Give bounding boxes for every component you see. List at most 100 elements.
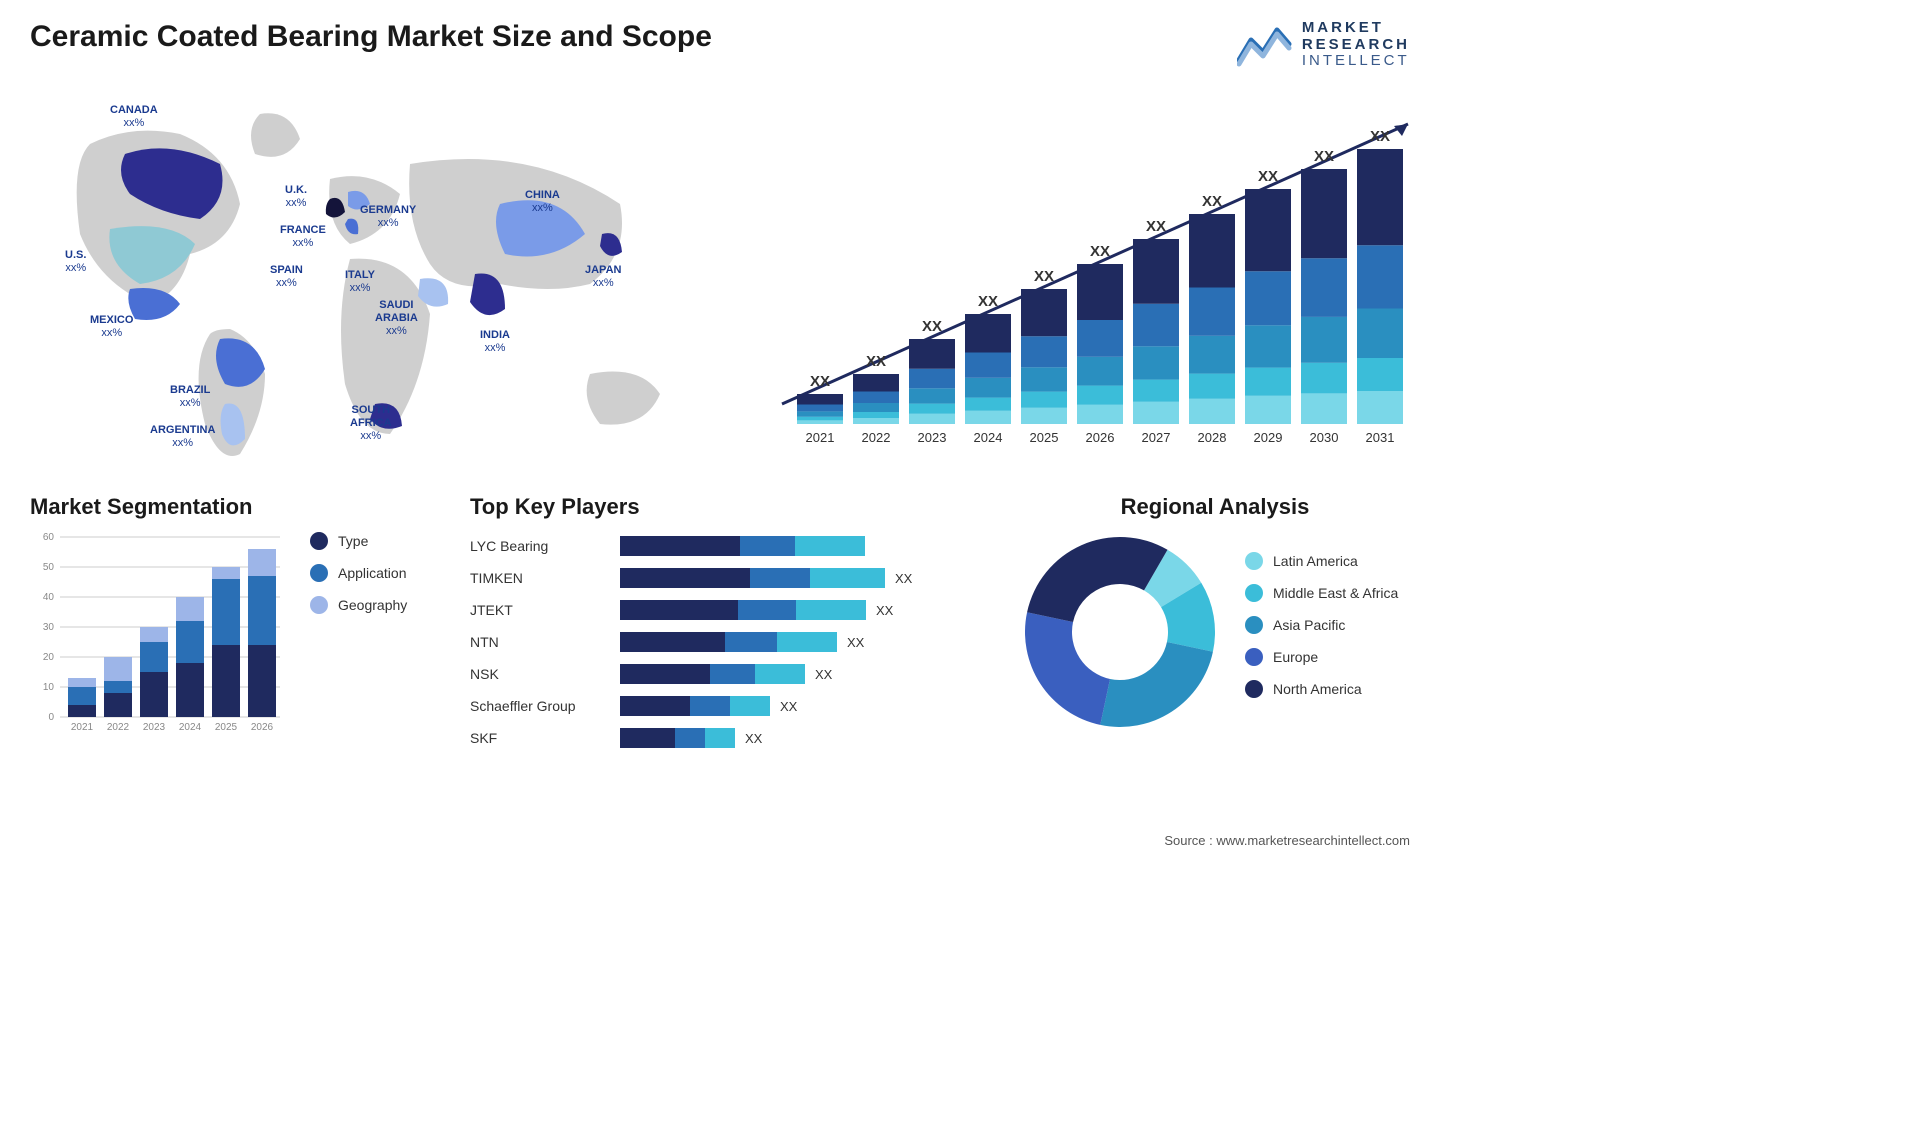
player-label: LYC Bearing	[470, 538, 620, 554]
player-bar	[620, 568, 885, 588]
map-label-china: CHINAxx%	[525, 189, 560, 215]
player-label: JTEKT	[470, 602, 620, 618]
legend-swatch-icon	[310, 564, 328, 582]
legend-swatch-icon	[1245, 616, 1263, 634]
svg-text:2021: 2021	[806, 430, 835, 445]
seg-legend-application: Application	[310, 564, 407, 582]
player-label: NSK	[470, 666, 620, 682]
player-value: XX	[780, 699, 797, 714]
players-panel: Top Key Players LYC BearingTIMKENXXJTEKT…	[470, 494, 990, 756]
svg-text:2022: 2022	[107, 722, 130, 733]
legend-swatch-icon	[310, 596, 328, 614]
region-legend-asia-pacific: Asia Pacific	[1245, 616, 1398, 634]
player-value: XX	[847, 635, 864, 650]
player-value: XX	[895, 571, 912, 586]
player-row-jtekt: JTEKT XX	[470, 596, 990, 624]
regional-legend: Latin America Middle East & Africa Asia Pa…	[1245, 552, 1398, 712]
player-bar	[620, 664, 805, 684]
svg-text:2026: 2026	[1086, 430, 1115, 445]
svg-text:50: 50	[43, 562, 55, 573]
svg-text:2023: 2023	[143, 722, 166, 733]
svg-text:2022: 2022	[862, 430, 891, 445]
svg-text:2025: 2025	[215, 722, 238, 733]
player-bar	[620, 536, 865, 556]
player-row-timken: TIMKEN XX	[470, 564, 990, 592]
svg-text:60: 60	[43, 532, 55, 543]
segmentation-title: Market Segmentation	[30, 494, 440, 520]
segmentation-panel: Market Segmentation 0 10 20 30 40 50 60 2021 202…	[30, 494, 440, 756]
region-legend-latin-america: Latin America	[1245, 552, 1398, 570]
legend-swatch-icon	[1245, 680, 1263, 698]
map-label-argentina: ARGENTINAxx%	[150, 424, 215, 450]
svg-text:2025: 2025	[1030, 430, 1059, 445]
svg-text:XX: XX	[978, 293, 998, 310]
svg-text:XX: XX	[810, 373, 830, 390]
growth-bar-chart: XX 2021 XX 2022 XX 2023 XX 2024 XX 2025 XX 2026 XX 20…	[760, 84, 1410, 474]
map-label-south-africa: SOUTHAFRICAxx%	[350, 404, 392, 444]
growth-chart-panel: XX 2021 XX 2022 XX 2023 XX 2024 XX 2025 XX 2026 XX 20…	[760, 84, 1410, 474]
map-label-u-s-: U.S.xx%	[65, 249, 86, 275]
page-title: Ceramic Coated Bearing Market Size and S…	[30, 20, 1410, 54]
region-legend-north-america: North America	[1245, 680, 1398, 698]
player-label: Schaeffler Group	[470, 698, 620, 714]
player-value: XX	[876, 603, 893, 618]
svg-text:XX: XX	[1202, 193, 1222, 210]
player-bar	[620, 696, 770, 716]
player-value: XX	[745, 731, 762, 746]
legend-swatch-icon	[1245, 552, 1263, 570]
svg-text:10: 10	[43, 682, 55, 693]
player-row-schaeffler-group: Schaeffler Group XX	[470, 692, 990, 720]
player-row-skf: SKF XX	[470, 724, 990, 752]
brand-logo: MARKET RESEARCH INTELLECT	[1237, 20, 1410, 70]
map-label-italy: ITALYxx%	[345, 269, 375, 295]
svg-text:30: 30	[43, 622, 55, 633]
map-label-germany: GERMANYxx%	[360, 204, 416, 230]
player-row-nsk: NSK XX	[470, 660, 990, 688]
map-label-canada: CANADAxx%	[110, 104, 158, 130]
legend-swatch-icon	[1245, 648, 1263, 666]
region-legend-middle-east---africa: Middle East & Africa	[1245, 584, 1398, 602]
svg-text:2021: 2021	[71, 722, 94, 733]
svg-text:2026: 2026	[251, 722, 274, 733]
svg-text:XX: XX	[866, 353, 886, 370]
map-label-mexico: MEXICOxx%	[90, 314, 133, 340]
region-legend-europe: Europe	[1245, 648, 1398, 666]
svg-text:2023: 2023	[918, 430, 947, 445]
svg-text:0: 0	[48, 712, 54, 723]
legend-swatch-icon	[310, 532, 328, 550]
svg-text:2030: 2030	[1310, 430, 1339, 445]
logo-text: MARKET RESEARCH INTELLECT	[1302, 20, 1410, 70]
regional-panel: Regional Analysis Latin America Middle Ea…	[1020, 494, 1410, 756]
player-bar	[620, 600, 866, 620]
player-label: SKF	[470, 730, 620, 746]
seg-legend-type: Type	[310, 532, 407, 550]
map-label-france: FRANCExx%	[280, 224, 326, 250]
svg-text:20: 20	[43, 652, 55, 663]
player-label: TIMKEN	[470, 570, 620, 586]
svg-text:XX: XX	[1314, 148, 1334, 165]
svg-text:XX: XX	[1258, 168, 1278, 185]
svg-text:2024: 2024	[974, 430, 1003, 445]
svg-text:2028: 2028	[1198, 430, 1227, 445]
svg-text:40: 40	[43, 592, 55, 603]
player-bar	[620, 728, 735, 748]
segmentation-bar-chart: 0 10 20 30 40 50 60 2021 2022 2023 2024 2025 2026	[30, 532, 290, 742]
svg-text:2031: 2031	[1366, 430, 1395, 445]
player-label: NTN	[470, 634, 620, 650]
legend-swatch-icon	[1245, 584, 1263, 602]
map-label-japan: JAPANxx%	[585, 264, 621, 290]
seg-legend-geography: Geography	[310, 596, 407, 614]
player-bar	[620, 632, 837, 652]
player-value: XX	[815, 667, 832, 682]
segmentation-legend: Type Application Geography	[310, 532, 407, 742]
map-label-brazil: BRAZILxx%	[170, 384, 210, 410]
svg-text:XX: XX	[922, 318, 942, 335]
source-attribution: Source : www.marketresearchintellect.com	[1164, 833, 1410, 848]
logo-mark-icon	[1237, 22, 1292, 67]
svg-text:XX: XX	[1090, 243, 1110, 260]
regional-title: Regional Analysis	[1020, 494, 1410, 520]
svg-text:XX: XX	[1034, 268, 1054, 285]
world-map-panel: CANADAxx% U.S.xx% MEXICOxx% BRAZILxx% ARGENT…	[30, 84, 730, 474]
svg-text:2024: 2024	[179, 722, 202, 733]
map-label-saudi-arabia: SAUDIARABIAxx%	[375, 299, 418, 339]
